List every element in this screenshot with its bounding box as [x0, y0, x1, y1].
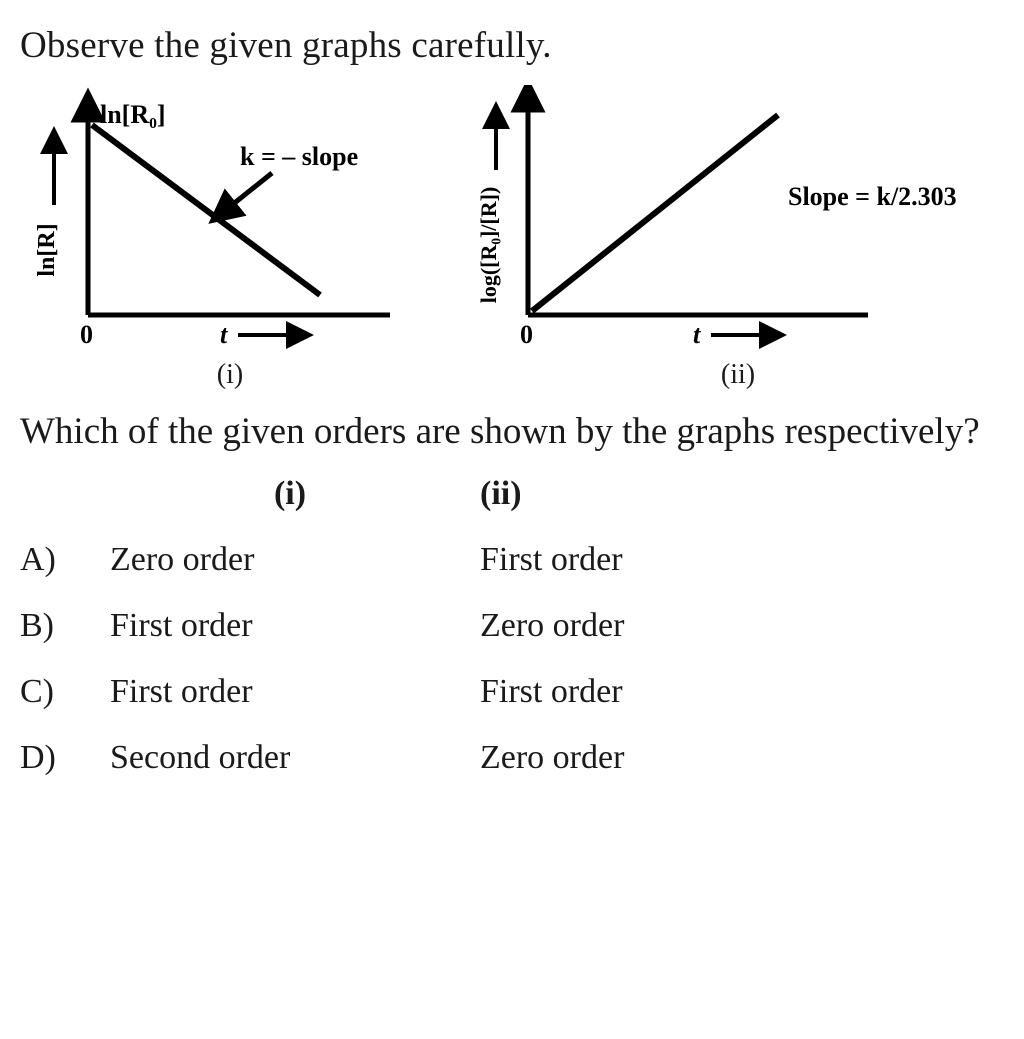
graph-i: ln[R] ln[R₀] k = – slope 0 t (i) [20, 85, 440, 391]
answers-header: (i) (ii) [20, 475, 1004, 513]
graph-ii-slope: Slope = k/2.303 [788, 182, 957, 211]
graph-ii-caption: (ii) [721, 359, 755, 391]
graph-i-intercept: ln[R₀] [100, 100, 166, 129]
graph-ii-ylabel: log([R₀]/[R]) [476, 187, 501, 304]
option-b-key: B) [20, 607, 110, 645]
graph-i-origin: 0 [80, 320, 93, 349]
option-d-i: Second order [110, 739, 470, 777]
graph-ii-xlabel: t [693, 320, 701, 349]
option-d[interactable]: D) Second order Zero order [20, 739, 1004, 783]
graph-i-slope: k = – slope [240, 142, 358, 171]
page-heading: Observe the given graphs carefully. [20, 24, 1004, 67]
col-header-i: (i) [110, 475, 470, 513]
question-text: Which of the given orders are shown by t… [20, 407, 1004, 457]
option-c-ii: First order [470, 673, 840, 711]
option-b-ii: Zero order [470, 607, 840, 645]
graph-ii: log([R₀]/[R]) Slope = k/2.303 0 t (ii) [468, 85, 1008, 391]
graph-ii-svg: log([R₀]/[R]) Slope = k/2.303 0 t [468, 85, 1008, 355]
graph-ii-origin: 0 [520, 320, 533, 349]
graph-i-xlabel: t [220, 320, 228, 349]
col-header-ii: (ii) [470, 475, 840, 513]
option-a-i: Zero order [110, 541, 470, 579]
option-d-ii: Zero order [470, 739, 840, 777]
option-b-i: First order [110, 607, 470, 645]
option-c-i: First order [110, 673, 470, 711]
option-d-key: D) [20, 739, 110, 777]
option-c[interactable]: C) First order First order [20, 673, 1004, 711]
graph-i-ylabel: ln[R] [34, 223, 60, 276]
option-a-ii: First order [470, 541, 840, 579]
graph-i-caption: (i) [217, 359, 243, 391]
graph-i-svg: ln[R] ln[R₀] k = – slope 0 t [20, 85, 440, 355]
graphs-row: ln[R] ln[R₀] k = – slope 0 t (i) [20, 85, 1004, 391]
option-c-key: C) [20, 673, 110, 711]
option-a-key: A) [20, 541, 110, 579]
option-b[interactable]: B) First order Zero order [20, 607, 1004, 645]
option-a[interactable]: A) Zero order First order [20, 541, 1004, 579]
